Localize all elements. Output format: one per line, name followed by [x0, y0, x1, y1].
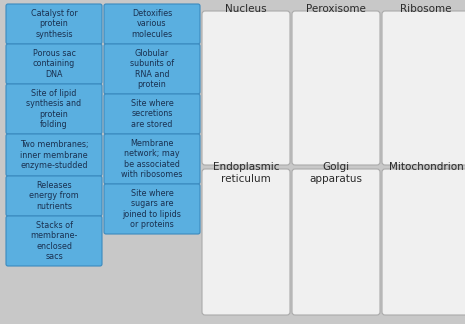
Text: Site where
secretions
are stored: Site where secretions are stored [131, 99, 173, 129]
Text: Globular
subunits of
RNA and
protein: Globular subunits of RNA and protein [130, 50, 174, 88]
Text: Nucleus: Nucleus [225, 4, 267, 14]
Text: Porous sac
containing
DNA: Porous sac containing DNA [33, 50, 75, 78]
Text: Site of lipid
synthesis and
protein
folding: Site of lipid synthesis and protein fold… [27, 89, 81, 129]
FancyBboxPatch shape [104, 184, 200, 234]
FancyBboxPatch shape [6, 134, 102, 176]
Text: Detoxifies
various
molecules: Detoxifies various molecules [132, 9, 173, 39]
Text: Two membranes;
inner membrane
enzyme-studded: Two membranes; inner membrane enzyme-stu… [20, 140, 88, 169]
Text: Releases
energy from
nutrients: Releases energy from nutrients [29, 181, 79, 211]
FancyBboxPatch shape [104, 94, 200, 134]
Text: Endoplasmic
reticulum: Endoplasmic reticulum [213, 162, 279, 184]
FancyBboxPatch shape [382, 169, 465, 315]
Text: Site where
sugars are
joined to lipids
or proteins: Site where sugars are joined to lipids o… [123, 190, 181, 228]
Text: Peroxisome: Peroxisome [306, 4, 366, 14]
Text: Stacks of
membrane-
enclosed
sacs: Stacks of membrane- enclosed sacs [30, 221, 78, 260]
FancyBboxPatch shape [6, 4, 102, 44]
Text: Catalyst for
protein
synthesis: Catalyst for protein synthesis [31, 9, 77, 39]
FancyBboxPatch shape [292, 11, 380, 165]
FancyBboxPatch shape [6, 176, 102, 216]
Text: Mitochondrion: Mitochondrion [389, 162, 464, 172]
FancyBboxPatch shape [104, 44, 200, 94]
FancyBboxPatch shape [104, 134, 200, 184]
Text: Ribosome: Ribosome [400, 4, 452, 14]
FancyBboxPatch shape [202, 11, 290, 165]
FancyBboxPatch shape [104, 4, 200, 44]
FancyBboxPatch shape [6, 44, 102, 84]
FancyBboxPatch shape [202, 169, 290, 315]
FancyBboxPatch shape [6, 216, 102, 266]
Text: Golgi
apparatus: Golgi apparatus [310, 162, 363, 184]
FancyBboxPatch shape [292, 169, 380, 315]
FancyBboxPatch shape [6, 84, 102, 134]
Text: Membrane
network; may
be associated
with ribosomes: Membrane network; may be associated with… [121, 139, 183, 179]
FancyBboxPatch shape [382, 11, 465, 165]
